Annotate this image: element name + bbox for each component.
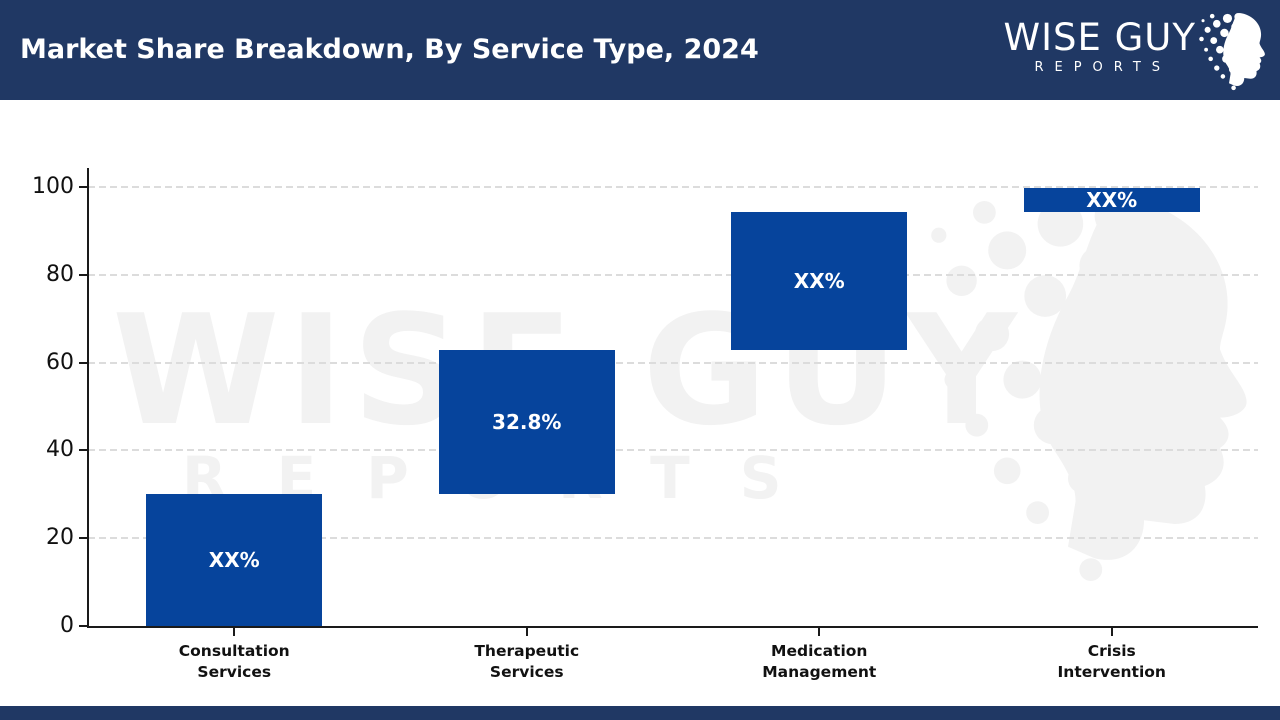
x-category-label-line: Services <box>489 663 564 681</box>
watermark-head-profile-icon <box>878 168 1258 614</box>
logo-name: WISE GUY <box>1003 16 1196 59</box>
wise-guy-reports-logo: WISE GUY REPORTS <box>1004 8 1262 94</box>
x-category-label-medication-management: Medication Management <box>699 641 939 683</box>
x-category-label-line: Medication <box>771 642 868 660</box>
x-tick-mark-consultation-services <box>233 628 236 636</box>
x-tick-mark-therapeutic-services <box>525 628 528 636</box>
x-category-label-line: Services <box>197 663 272 681</box>
y-tick-mark-40 <box>79 449 87 452</box>
gridline-20 <box>88 537 1258 540</box>
bar-value-label-consultation-services: XX% <box>208 548 260 573</box>
y-tick-label-60: 60 <box>46 349 74 375</box>
x-category-label-crisis-intervention: Crisis Intervention <box>992 641 1232 683</box>
gridline-100 <box>88 186 1258 188</box>
x-category-label-line: Consultation <box>178 642 290 660</box>
logo-subtitle: REPORTS <box>1034 60 1172 75</box>
y-tick-label-20: 20 <box>46 525 74 551</box>
y-tick-mark-80 <box>79 273 87 276</box>
y-tick-label-0: 0 <box>60 613 74 638</box>
market-share-bar-chart: 0 20 40 60 80 100 XX% 32.8% XX% XX% Consultation Se… <box>0 100 1280 706</box>
bar-value-label-therapeutic-services: 32.8% <box>492 410 562 435</box>
y-tick-mark-20 <box>79 537 87 540</box>
logo-text: WISE GUY REPORTS <box>1003 16 1196 76</box>
bar-consultation-services: XX% <box>146 494 323 626</box>
x-category-label-consultation-services: Consultation Services <box>114 641 354 683</box>
bar-value-label-medication-management: XX% <box>793 268 845 293</box>
y-tick-mark-60 <box>79 361 87 364</box>
bar-therapeutic-services: 32.8% <box>438 350 615 495</box>
y-tick-label-80: 80 <box>46 261 74 287</box>
gridline-40 <box>88 449 1258 452</box>
head-profile-icon <box>1190 10 1268 94</box>
x-axis-line <box>87 626 1258 628</box>
y-tick-label-40: 40 <box>46 437 74 463</box>
gridline-80 <box>88 273 1258 276</box>
x-category-label-line: Therapeutic <box>474 642 580 660</box>
bar-crisis-intervention: XX% <box>1023 187 1200 212</box>
footer-band <box>0 706 1280 720</box>
y-tick-mark-100 <box>79 186 87 188</box>
y-axis-line <box>87 168 89 628</box>
x-tick-mark-crisis-intervention <box>1110 628 1113 636</box>
x-tick-mark-medication-management <box>818 628 821 636</box>
y-tick-mark-0 <box>79 625 87 627</box>
header-band: Market Share Breakdown, By Service Type,… <box>0 0 1280 100</box>
x-category-label-line: Crisis <box>1087 642 1136 660</box>
x-category-label-line: Management <box>762 663 877 681</box>
page-title: Market Share Breakdown, By Service Type,… <box>20 34 759 65</box>
y-tick-label-100: 100 <box>32 174 74 199</box>
bar-value-label-crisis-intervention: XX% <box>1086 187 1138 212</box>
x-category-label-line: Intervention <box>1057 663 1166 681</box>
x-category-label-therapeutic-services: Therapeutic Services <box>407 641 647 683</box>
gridline-60 <box>88 361 1258 364</box>
bar-medication-management: XX% <box>731 211 908 351</box>
